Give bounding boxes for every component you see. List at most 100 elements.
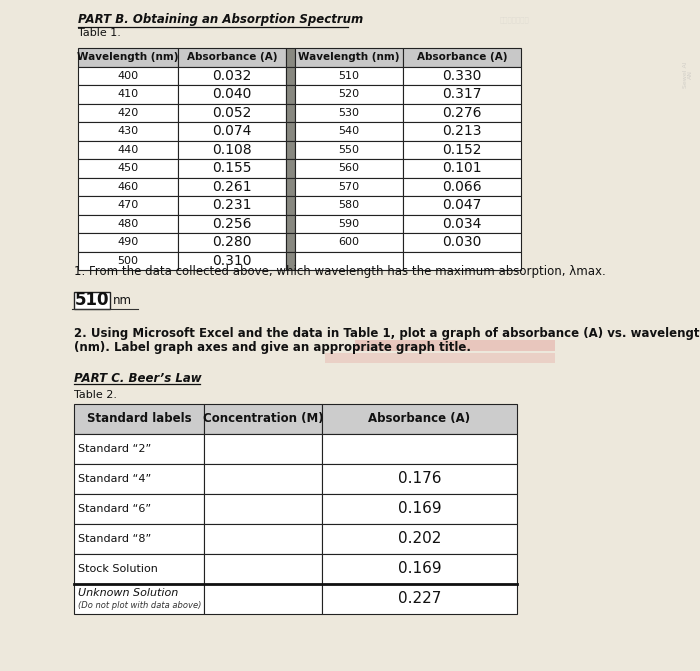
Bar <box>355 340 555 350</box>
Text: 510: 510 <box>339 70 360 81</box>
Text: Concentration (M): Concentration (M) <box>203 412 323 425</box>
Bar <box>286 140 295 159</box>
Text: 0.213: 0.213 <box>442 124 482 138</box>
Text: 450: 450 <box>118 163 139 173</box>
Bar <box>74 464 204 493</box>
Text: 0.155: 0.155 <box>212 161 252 175</box>
Bar <box>295 159 403 178</box>
Bar <box>78 159 178 178</box>
Bar <box>322 464 517 493</box>
Text: PART C. Beer’s Law: PART C. Beer’s Law <box>74 372 202 386</box>
Text: 520: 520 <box>338 89 360 99</box>
Text: 2. Using Microsoft Excel and the data in Table 1, plot a graph of absorbance (A): 2. Using Microsoft Excel and the data in… <box>74 327 700 340</box>
Bar <box>204 464 322 493</box>
Text: 530: 530 <box>339 108 360 117</box>
Text: 0.101: 0.101 <box>442 161 482 175</box>
Bar <box>403 252 521 270</box>
Bar <box>204 493 322 523</box>
Text: 410: 410 <box>118 89 139 99</box>
Bar <box>74 584 204 613</box>
Text: Standard “2”: Standard “2” <box>78 444 151 454</box>
Text: 460: 460 <box>118 182 139 192</box>
Bar <box>78 85 178 103</box>
Bar <box>286 85 295 103</box>
Bar <box>403 233 521 252</box>
Bar <box>78 122 178 140</box>
Bar <box>295 85 403 103</box>
Bar <box>178 48 286 66</box>
Bar <box>403 215 521 233</box>
Bar <box>322 493 517 523</box>
Text: Standard “6”: Standard “6” <box>78 503 151 513</box>
Bar <box>295 196 403 215</box>
Text: 0.169: 0.169 <box>398 561 441 576</box>
Text: 0.317: 0.317 <box>442 87 482 101</box>
Bar <box>178 140 286 159</box>
Text: 0.040: 0.040 <box>212 87 252 101</box>
Text: மாமரானா: மாமரானா <box>500 16 530 23</box>
Text: 0.261: 0.261 <box>212 180 252 194</box>
Bar <box>286 66 295 85</box>
Bar <box>286 159 295 178</box>
Text: 0.330: 0.330 <box>442 68 482 83</box>
Bar <box>286 178 295 196</box>
Bar <box>322 433 517 464</box>
Bar <box>403 159 521 178</box>
Bar <box>403 178 521 196</box>
Text: 0.310: 0.310 <box>212 254 252 268</box>
Bar <box>295 252 403 270</box>
Text: Unknown Solution: Unknown Solution <box>78 588 178 597</box>
Bar <box>178 178 286 196</box>
Bar <box>322 584 517 613</box>
Text: 0.256: 0.256 <box>212 217 252 231</box>
Text: 580: 580 <box>338 200 360 210</box>
Bar <box>178 122 286 140</box>
Text: Absorbance (A): Absorbance (A) <box>187 52 277 62</box>
Bar <box>322 554 517 584</box>
Text: 0.152: 0.152 <box>442 143 482 157</box>
Bar <box>74 291 110 309</box>
Bar <box>403 122 521 140</box>
Text: 420: 420 <box>118 108 139 117</box>
Bar <box>325 352 555 362</box>
Bar <box>178 103 286 122</box>
Text: Wavelength (nm): Wavelength (nm) <box>77 52 178 62</box>
Text: Table 2.: Table 2. <box>74 389 117 399</box>
Text: 440: 440 <box>118 145 139 155</box>
Text: Stock Solution: Stock Solution <box>78 564 158 574</box>
Bar <box>295 48 403 66</box>
Bar <box>286 48 295 66</box>
Bar <box>403 196 521 215</box>
Text: Standard “8”: Standard “8” <box>78 533 151 544</box>
Bar <box>178 159 286 178</box>
Text: Standard “4”: Standard “4” <box>78 474 151 484</box>
Text: Standard labels: Standard labels <box>87 412 191 425</box>
Bar <box>204 403 322 433</box>
Bar <box>74 493 204 523</box>
Bar <box>178 196 286 215</box>
Bar <box>78 66 178 85</box>
Bar <box>74 523 204 554</box>
Text: 0.231: 0.231 <box>212 198 252 212</box>
Bar <box>78 215 178 233</box>
Bar <box>322 523 517 554</box>
Bar <box>74 433 204 464</box>
Bar <box>286 103 295 122</box>
Bar <box>295 122 403 140</box>
Bar <box>286 122 295 140</box>
Text: 560: 560 <box>339 163 360 173</box>
Text: 0.169: 0.169 <box>398 501 441 516</box>
Bar <box>295 178 403 196</box>
Text: 0.052: 0.052 <box>212 106 252 119</box>
Text: 590: 590 <box>338 219 360 229</box>
Bar <box>403 48 521 66</box>
Bar <box>403 103 521 122</box>
Text: 0.227: 0.227 <box>398 591 441 606</box>
Text: 500: 500 <box>118 256 139 266</box>
Text: 430: 430 <box>118 126 139 136</box>
Bar <box>403 140 521 159</box>
Bar <box>178 215 286 233</box>
Bar <box>295 215 403 233</box>
Text: (nm). Label graph axes and give an appropriate graph title.: (nm). Label graph axes and give an appro… <box>74 340 471 354</box>
Bar <box>78 196 178 215</box>
